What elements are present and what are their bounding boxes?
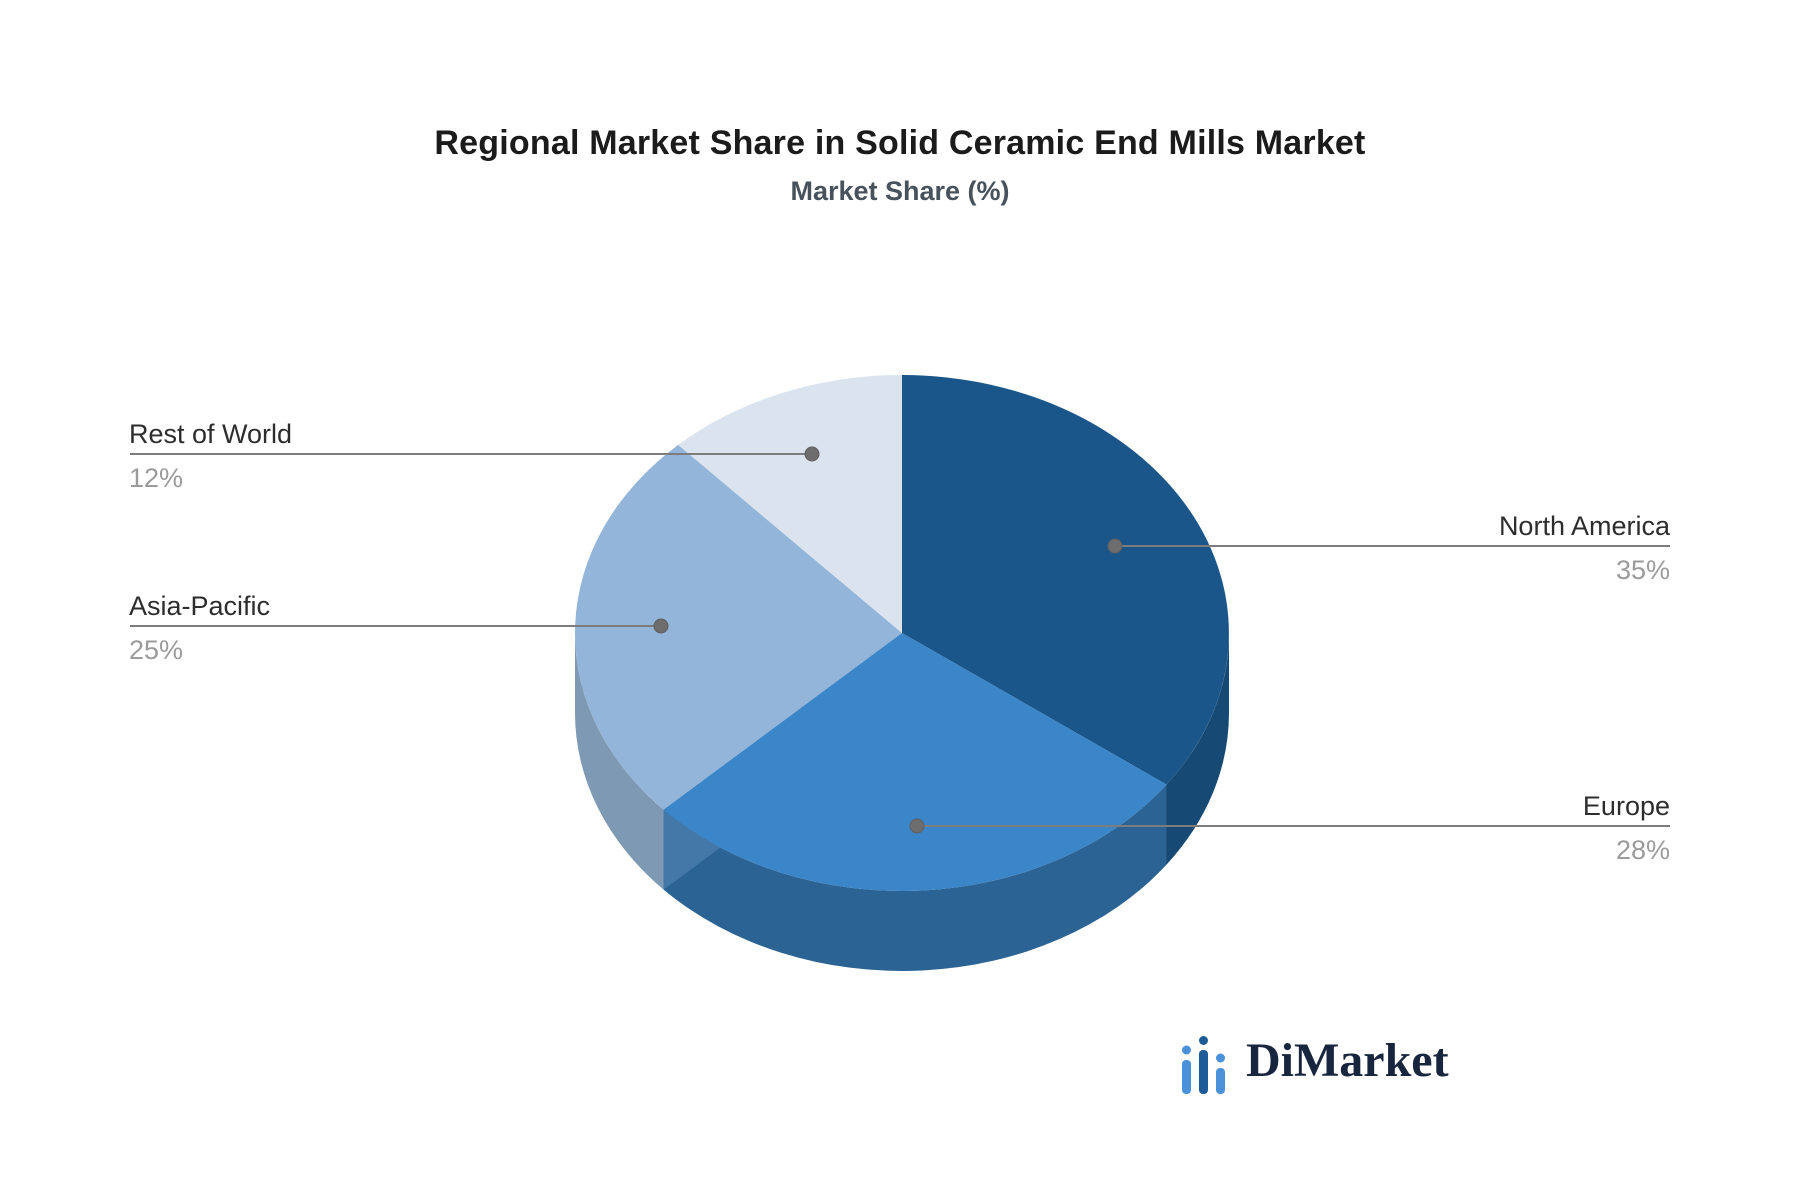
leader-dot-europe [909,818,925,834]
pie-slice-rest-of-world[interactable] [678,375,902,633]
pie-slice-north-america[interactable] [902,375,1229,785]
leader-dot-north-america [1107,538,1123,554]
pie-side-asia-pacific [575,633,664,890]
chart-subtitle: Market Share (%) [790,176,1010,206]
bar-chart-icon [1182,1036,1225,1094]
brand-logo[interactable]: DiMarket [1182,1030,1482,1094]
pie-side-north-america [1166,633,1229,865]
callout-pct-rest-of-world: 12% [129,463,184,493]
leader-dot-rest-of-world [804,446,820,462]
callout-label-rest-of-world: Rest of World [129,419,293,449]
callout-pct-asia-pacific: 25% [129,635,184,665]
callout-pct-north-america: 35% [1615,555,1670,585]
chart-title: Regional Market Share in Solid Ceramic E… [434,124,1366,162]
leader-dot-asia-pacific [653,618,669,634]
brand-logo-text: DiMarket [1246,1034,1449,1087]
callout-label-north-america: North America [1498,511,1670,541]
pie-side-europe [663,784,1167,971]
pie-slice-asia-pacific[interactable] [574,444,902,810]
callout-pct-europe: 28% [1615,835,1670,865]
callout-label-europe: Europe [1582,791,1670,821]
callout-label-asia-pacific: Asia-Pacific [129,591,271,621]
